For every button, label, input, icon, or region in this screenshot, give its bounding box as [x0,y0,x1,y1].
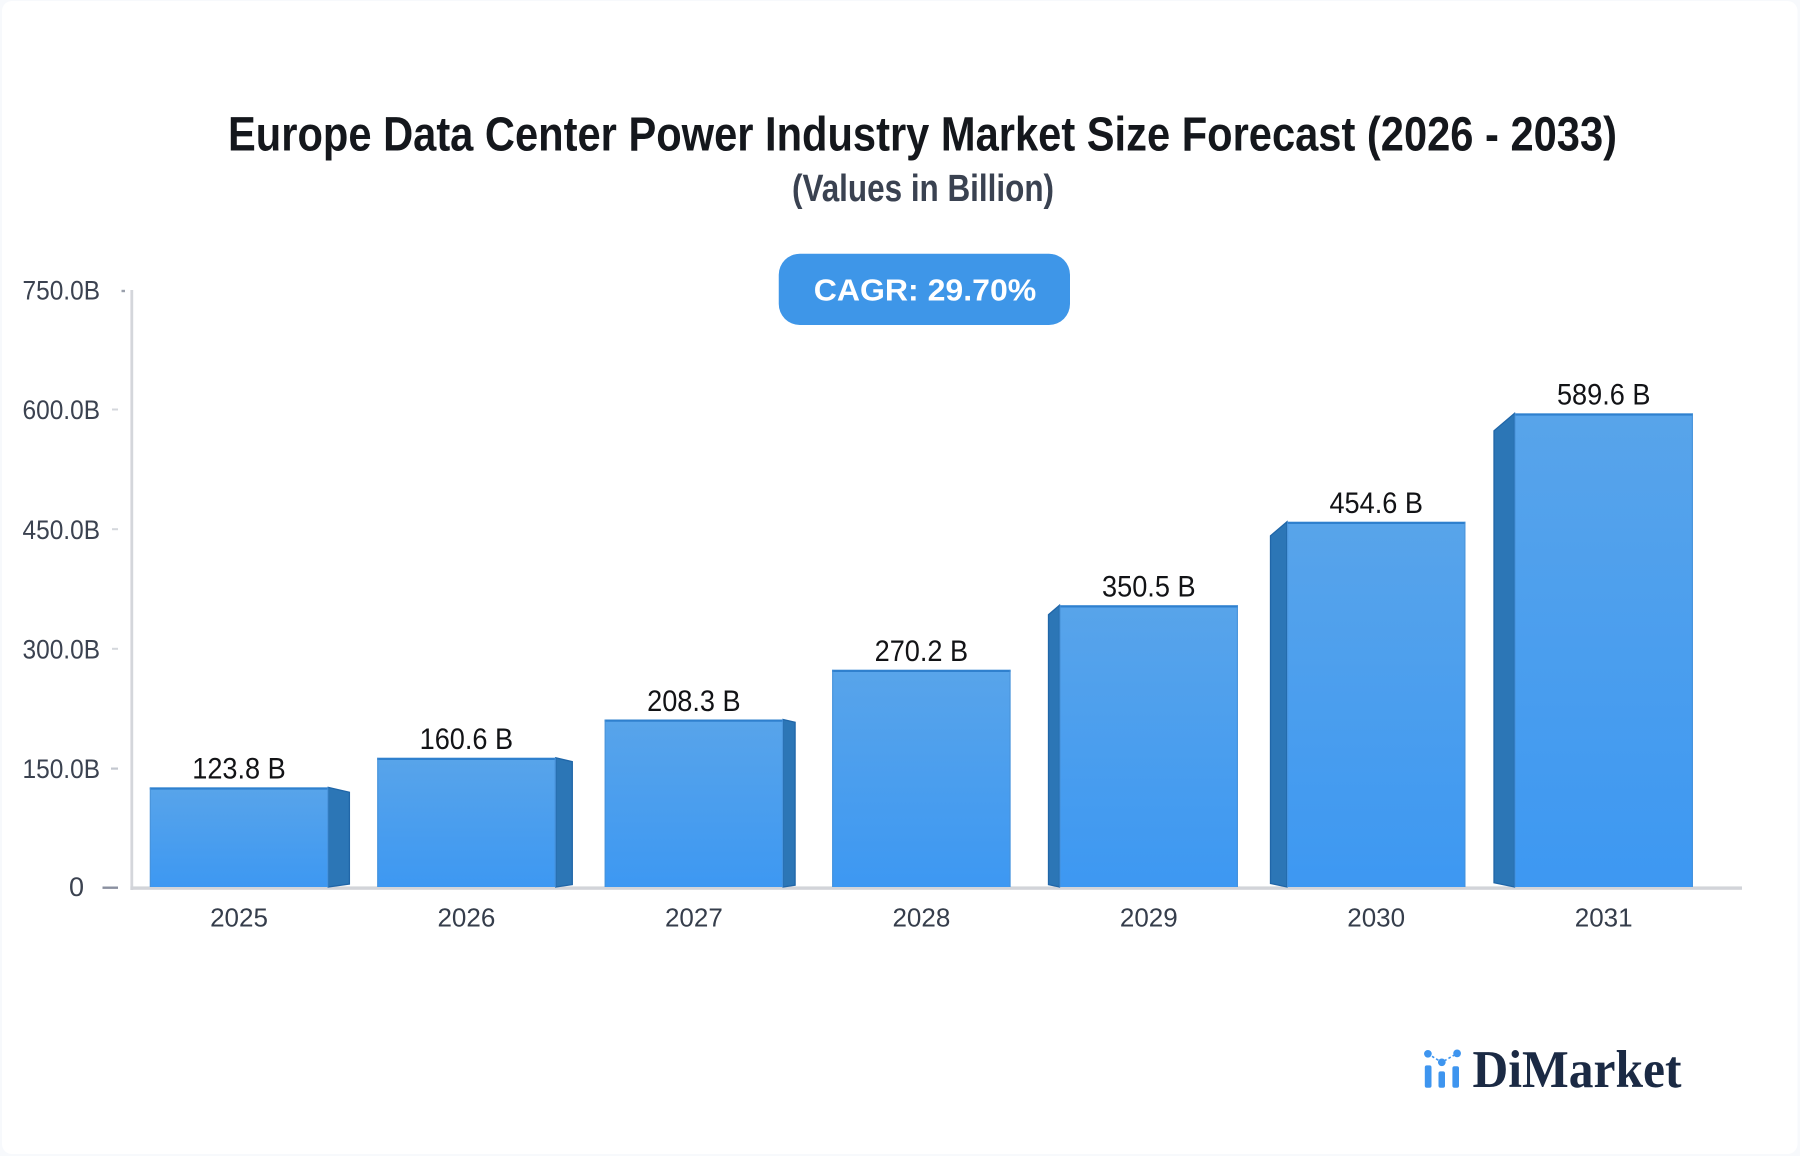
svg-text:2028: 2028 [892,903,950,933]
svg-text:123.8 B: 123.8 B [192,753,286,786]
svg-text:270.2 B: 270.2 B [875,635,969,668]
svg-text:2029: 2029 [1120,903,1178,933]
svg-text:2031: 2031 [1575,903,1633,933]
svg-text:454.6 B: 454.6 B [1329,487,1423,520]
svg-text:Europe Data Center Power Indus: Europe Data Center Power Industry Market… [228,109,1617,162]
svg-text:2026: 2026 [437,903,495,933]
svg-text:DiMarket: DiMarket [1473,1041,1682,1099]
svg-text:450.0B: 450.0B [23,515,101,545]
svg-text:150.0B: 150.0B [23,754,101,784]
svg-text:160.6 B: 160.6 B [420,723,514,756]
svg-text:300.0B: 300.0B [23,635,101,665]
svg-text:0: 0 [69,872,84,902]
svg-text:2027: 2027 [665,903,723,933]
svg-text:750.0B: 750.0B [23,276,101,306]
svg-text:589.6 B: 589.6 B [1557,379,1651,412]
svg-text:208.3 B: 208.3 B [647,685,741,718]
svg-text:2030: 2030 [1347,903,1405,933]
svg-text:2025: 2025 [210,903,268,933]
svg-text:350.5 B: 350.5 B [1102,571,1196,604]
svg-text:(Values in Billion): (Values in Billion) [792,168,1054,210]
svg-text:CAGR: 29.70%: CAGR: 29.70% [814,273,1037,308]
svg-text:600.0B: 600.0B [23,395,101,425]
